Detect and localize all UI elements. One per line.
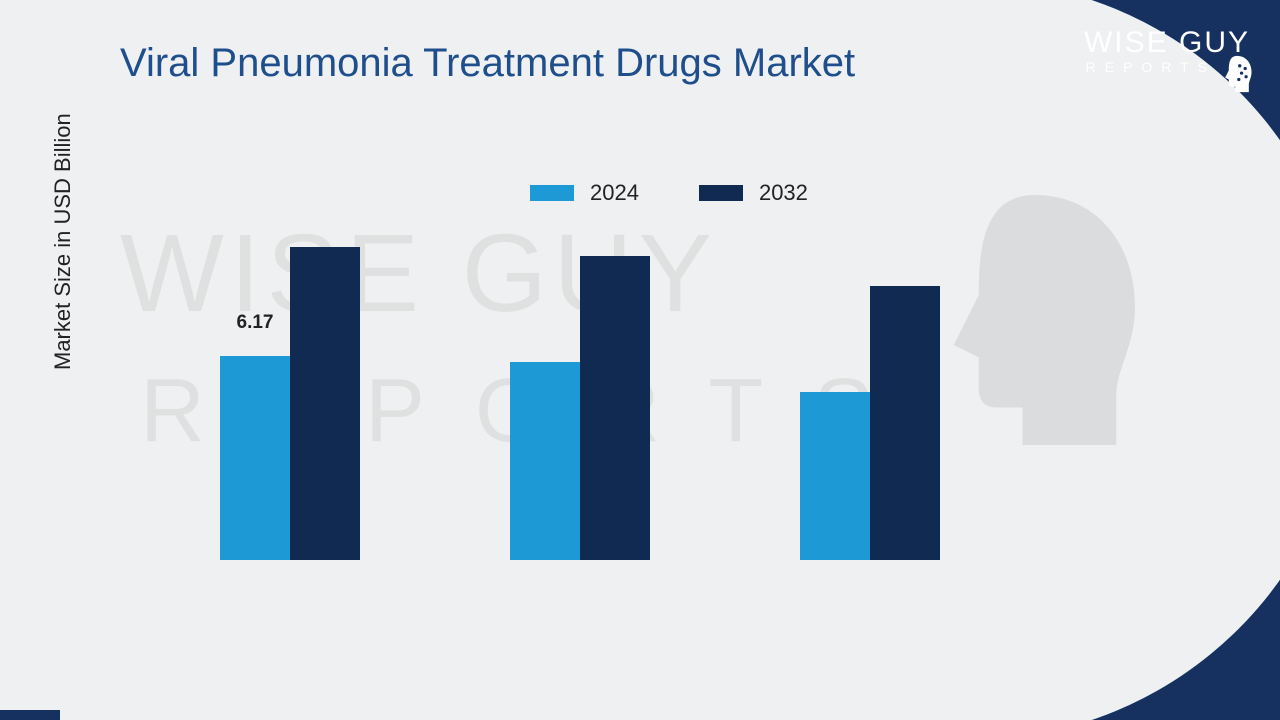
legend-item-2032: 2032 [699,180,808,206]
plot-area: 6.17Influenza Virus Associated Pneumonia… [160,230,980,560]
legend-swatch-2032 [699,185,743,201]
bar [510,362,580,560]
bar [290,247,360,561]
bar [800,392,870,560]
legend-label-2032: 2032 [759,180,808,206]
chart-area: Market Size in USD Billion 2024 2032 6.1… [60,170,960,700]
ai-head-icon [1218,54,1256,94]
bottom-accent-bar [0,710,60,720]
page: WISE GUY REPORTS WISE GUY REPORTS Viral … [0,0,1280,720]
legend-swatch-2024 [530,185,574,201]
legend: 2024 2032 [530,180,808,206]
legend-item-2024: 2024 [530,180,639,206]
chart-title: Viral Pneumonia Treatment Drugs Market [120,40,855,86]
brand-logo: WISE GUY REPORTS [1084,28,1250,74]
bar-value-label: 6.17 [237,312,274,334]
bar [870,286,940,560]
legend-label-2024: 2024 [590,180,639,206]
y-axis-label: Market Size in USD Billion [50,113,76,370]
bar [580,256,650,560]
bar [220,356,290,560]
